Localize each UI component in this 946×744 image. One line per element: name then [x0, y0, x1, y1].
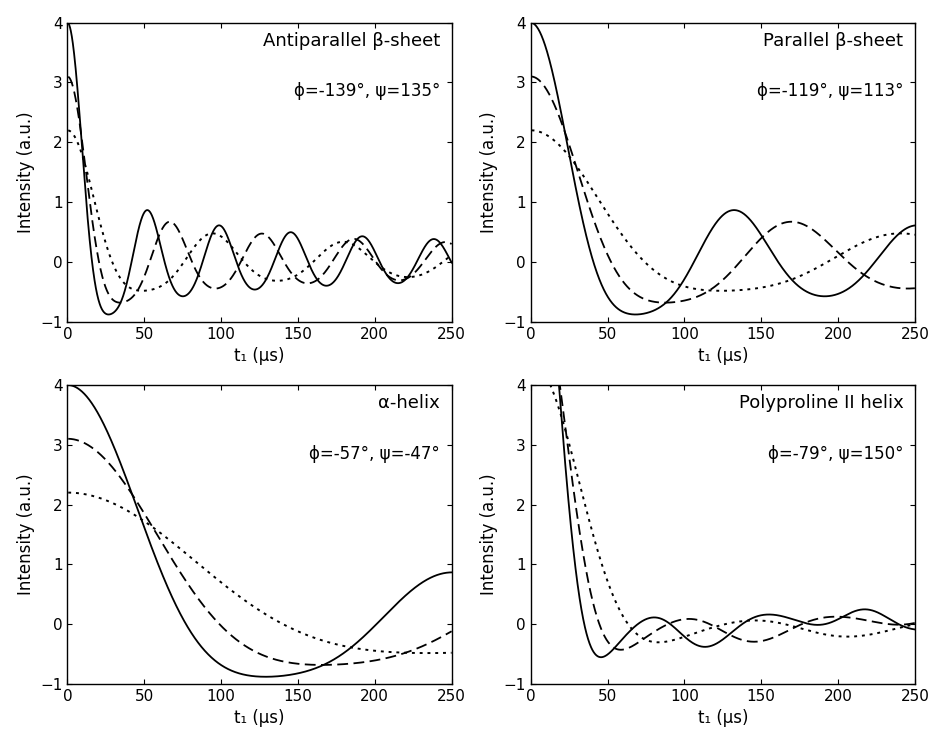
Text: α-helix: α-helix	[378, 394, 440, 412]
Text: Parallel β-sheet: Parallel β-sheet	[763, 32, 903, 50]
Text: ϕ=-139°, ψ=135°: ϕ=-139°, ψ=135°	[293, 83, 440, 100]
Y-axis label: Intensity (a.u.): Intensity (a.u.)	[480, 474, 498, 595]
Y-axis label: Intensity (a.u.): Intensity (a.u.)	[480, 112, 498, 233]
Y-axis label: Intensity (a.u.): Intensity (a.u.)	[17, 112, 35, 233]
X-axis label: t₁ (μs): t₁ (μs)	[697, 709, 748, 728]
Text: ϕ=-119°, ψ=113°: ϕ=-119°, ψ=113°	[757, 83, 903, 100]
Text: ϕ=-57°, ψ=-47°: ϕ=-57°, ψ=-47°	[309, 445, 440, 463]
X-axis label: t₁ (μs): t₁ (μs)	[697, 347, 748, 365]
Text: Polyproline II helix: Polyproline II helix	[739, 394, 903, 412]
Text: Antiparallel β-sheet: Antiparallel β-sheet	[263, 32, 440, 50]
Y-axis label: Intensity (a.u.): Intensity (a.u.)	[17, 474, 35, 595]
X-axis label: t₁ (μs): t₁ (μs)	[235, 709, 285, 728]
X-axis label: t₁ (μs): t₁ (μs)	[235, 347, 285, 365]
Text: ϕ=-79°, ψ=150°: ϕ=-79°, ψ=150°	[768, 445, 903, 463]
